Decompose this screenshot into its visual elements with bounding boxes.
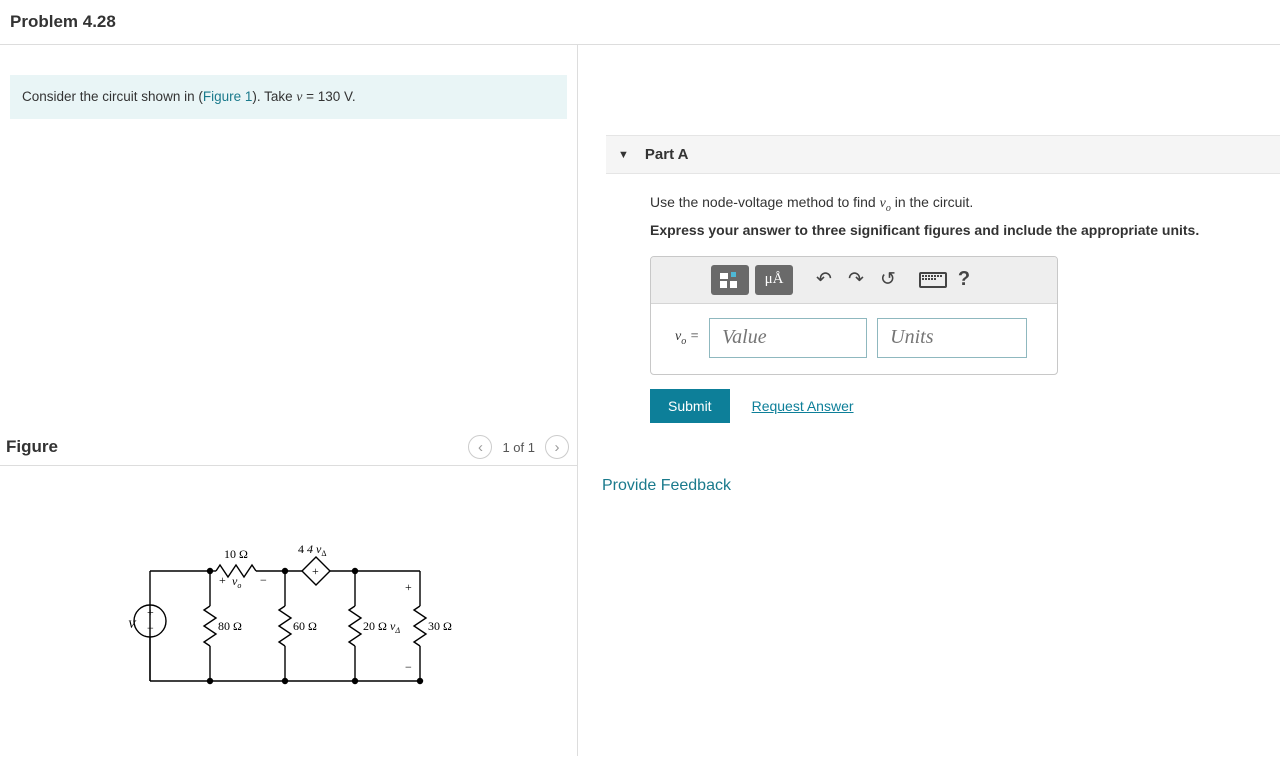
svg-text:+: + (312, 564, 319, 578)
redo-icon[interactable]: ↷ (843, 267, 869, 293)
instruction: Use the node-voltage method to find vo i… (650, 194, 1280, 214)
info-text-a: Consider the circuit shown in ( (22, 89, 203, 104)
r-top-label: 10 Ω (224, 547, 248, 561)
info-text-c: = 130 V. (302, 89, 355, 104)
instruction-bold: Express your answer to three significant… (650, 222, 1280, 238)
instr-a: Use the node-voltage method to find (650, 194, 880, 210)
figure-prev-button[interactable]: ‹ (468, 435, 492, 459)
figure-nav: ‹ 1 of 1 › (468, 435, 569, 459)
equation-toolbar: μÅ ↶ ↷ ↺ ? (651, 257, 1057, 304)
vo-plus: + (219, 573, 226, 587)
provide-feedback-link[interactable]: Provide Feedback (602, 477, 1280, 495)
units-tool-button[interactable]: μÅ (755, 265, 793, 295)
templates-button[interactable] (711, 265, 749, 295)
svg-text:vΔ: vΔ (390, 619, 400, 635)
part-header[interactable]: ▼ Part A (606, 135, 1280, 174)
vo-minus: − (260, 573, 267, 587)
undo-icon[interactable]: ↶ (811, 267, 837, 293)
units-input[interactable] (877, 318, 1027, 358)
vd-minus: − (405, 660, 412, 674)
svg-text:+: + (147, 605, 154, 619)
answer-box: μÅ ↶ ↷ ↺ ? vo = (650, 256, 1058, 375)
svg-text:+: + (219, 573, 226, 587)
submit-row: Submit Request Answer (650, 389, 1280, 423)
svg-text:−: − (147, 621, 154, 635)
right-column: ▼ Part A Use the node-voltage method to … (578, 45, 1280, 756)
circuit-diagram: + − (0, 466, 577, 709)
help-icon[interactable]: ? (953, 268, 975, 291)
reset-icon[interactable]: ↺ (875, 267, 901, 293)
value-input[interactable] (709, 318, 867, 358)
figure-pager: 1 of 1 (502, 440, 535, 455)
collapse-icon: ▼ (618, 149, 629, 161)
vo-equals: vo = (675, 329, 699, 347)
svg-text:+: + (405, 580, 412, 594)
left-column: Consider the circuit shown in (Figure 1)… (0, 45, 578, 756)
dep-coef: 4 (298, 542, 307, 556)
dep-var: 4 v (307, 542, 322, 556)
instr-b: in the circuit. (891, 194, 973, 210)
svg-text:−: − (405, 660, 412, 674)
r1-label: 80 Ω (218, 619, 242, 633)
figure-section: Figure ‹ 1 of 1 › (0, 435, 577, 709)
input-row: vo = (651, 304, 1057, 374)
figure-next-button[interactable]: › (545, 435, 569, 459)
info-text-b: ). Take (252, 89, 296, 104)
svg-text:4 4 vΔ: 4 4 vΔ (298, 542, 326, 558)
keyboard-icon[interactable] (919, 272, 947, 288)
request-answer-link[interactable]: Request Answer (752, 398, 854, 414)
problem-header: Problem 4.28 (0, 0, 1280, 45)
figure-link[interactable]: Figure 1 (203, 89, 253, 104)
r3-label: 20 Ω (363, 619, 387, 633)
r4-label: 30 Ω (428, 619, 452, 633)
svg-text:vo: vo (232, 574, 241, 590)
vd-sub: Δ (394, 626, 400, 635)
part-body: Use the node-voltage method to find vo i… (578, 174, 1280, 423)
problem-statement: Consider the circuit shown in (Figure 1)… (10, 75, 567, 119)
figure-heading: Figure (6, 437, 58, 457)
dep-sub: Δ (321, 549, 326, 558)
svg-text:−: − (260, 573, 267, 587)
r2-label: 60 Ω (293, 619, 317, 633)
part-label: Part A (645, 146, 689, 163)
submit-button[interactable]: Submit (650, 389, 730, 423)
problem-title: Problem 4.28 (10, 12, 1280, 32)
vd-plus: + (405, 580, 412, 594)
vo-sub: o (237, 581, 241, 590)
